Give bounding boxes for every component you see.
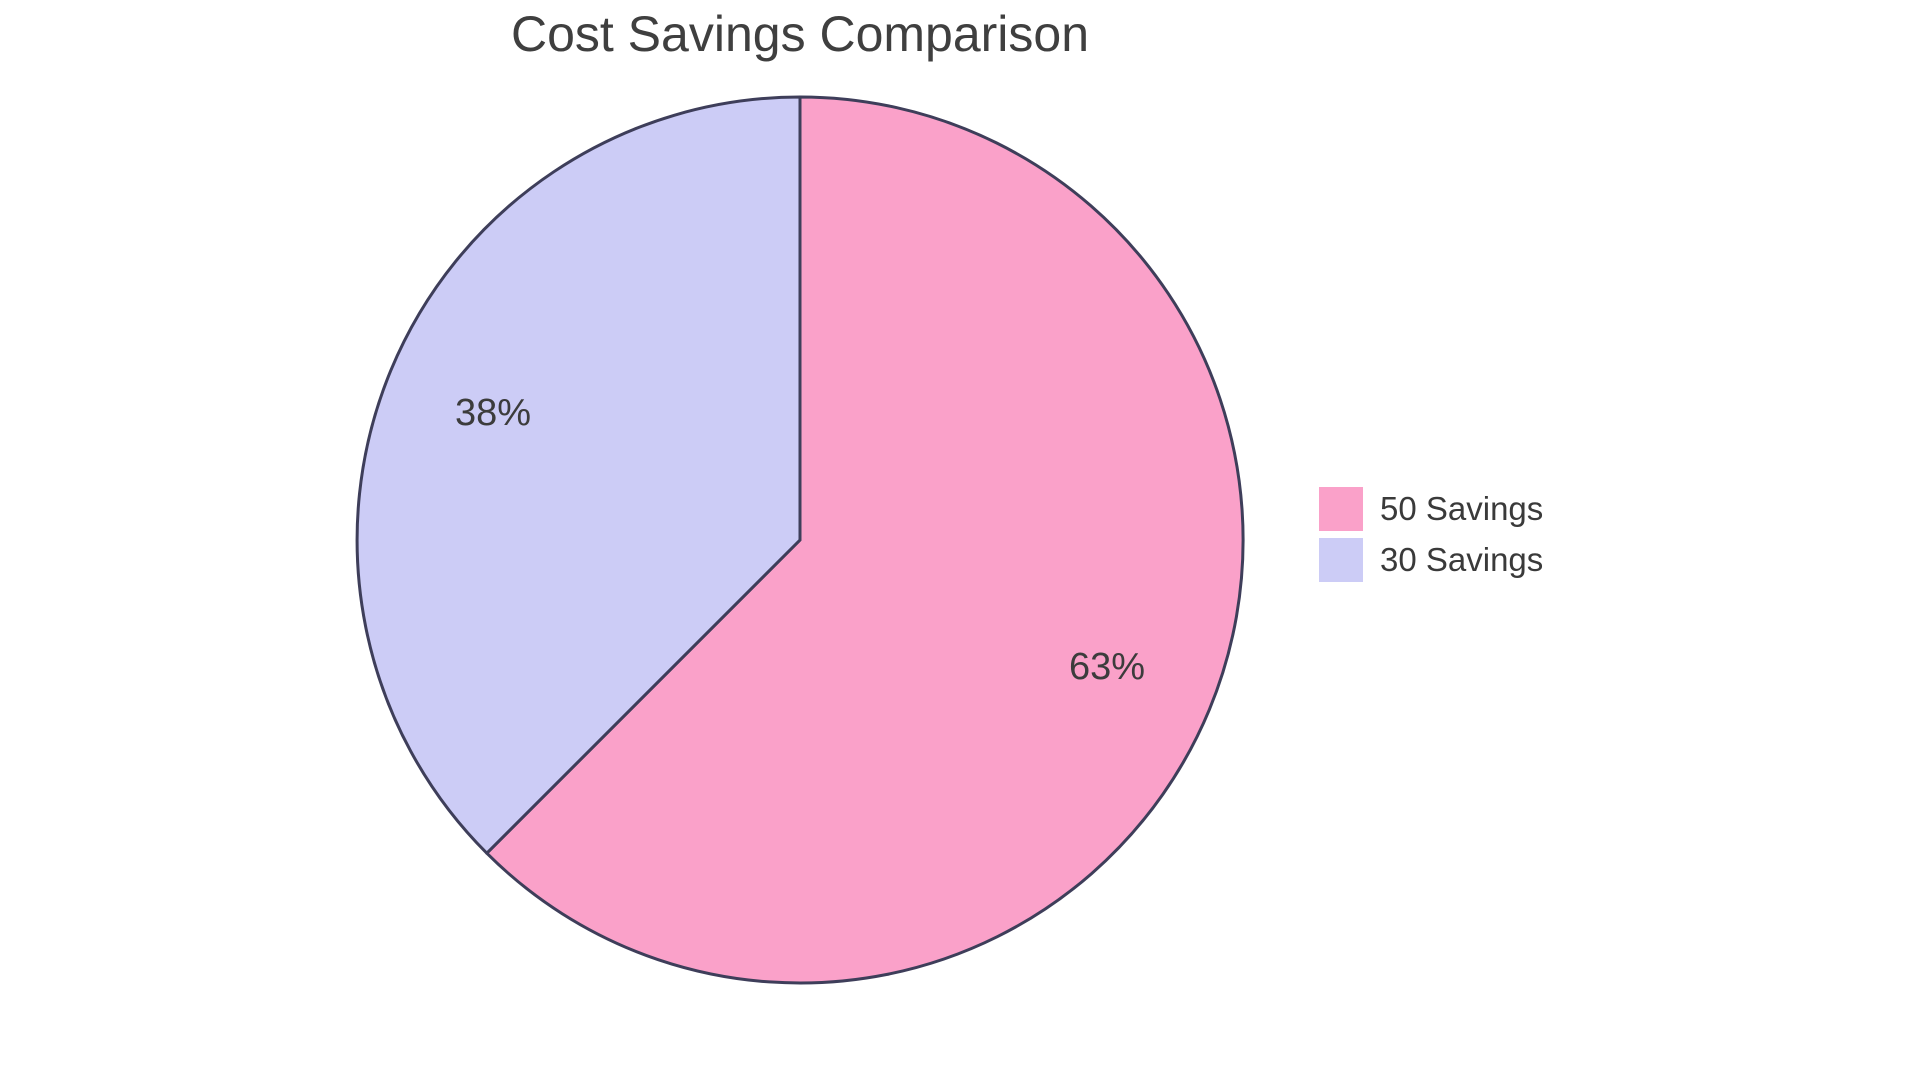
legend-item-50-savings: 50 Savings xyxy=(1319,487,1543,531)
legend-label-50-savings: 50 Savings xyxy=(1380,490,1544,527)
legend-swatch-50-savings xyxy=(1319,487,1363,531)
pie-percent-label-50-savings: 63% xyxy=(1069,646,1145,688)
pie-slice-30-savings xyxy=(355,95,802,855)
legend-label-30-savings: 30 Savings xyxy=(1380,541,1544,578)
legend: 50 Savings 30 Savings xyxy=(1319,487,1543,582)
legend-swatch-30-savings xyxy=(1319,538,1363,582)
legend-item-30-savings: 30 Savings xyxy=(1319,538,1543,582)
pie-slice-50-savings xyxy=(485,95,1245,985)
pie-percent-label-30-savings: 38% xyxy=(455,392,531,434)
chart-title: Cost Savings Comparison xyxy=(510,6,1090,62)
